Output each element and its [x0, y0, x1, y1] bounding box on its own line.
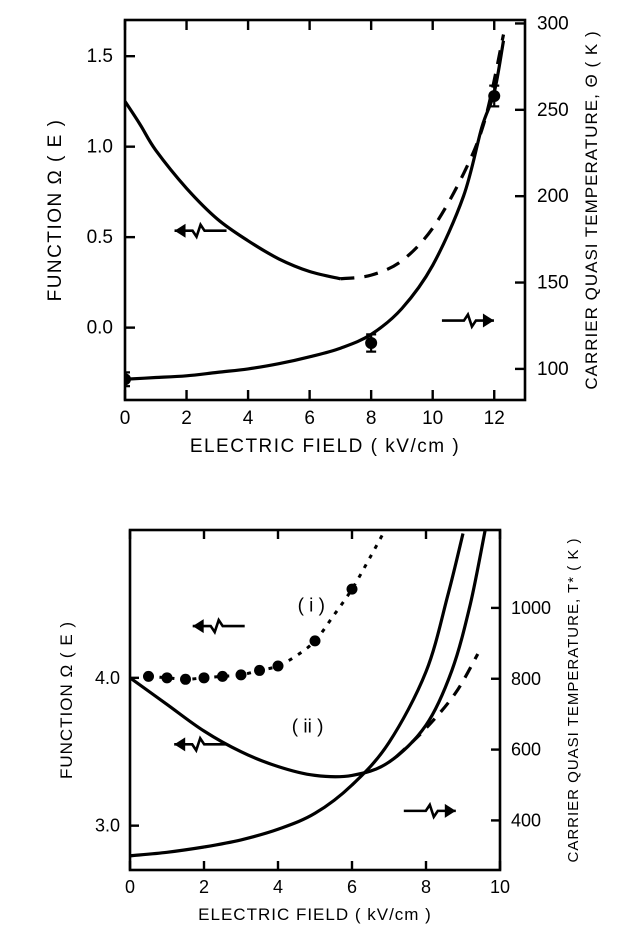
yl-tick: 4.0: [95, 668, 120, 688]
x-tick: 2: [181, 408, 192, 429]
curve-i-marker: [162, 672, 173, 683]
yl-tick: 3.0: [95, 816, 120, 836]
yr-tick: 600: [511, 740, 541, 760]
x-tick: 6: [304, 408, 315, 429]
x-tick: 0: [120, 408, 131, 429]
yr-tick: 250: [537, 100, 569, 121]
label-ii: ( ii ): [292, 717, 324, 738]
yr-tick: 400: [511, 810, 541, 830]
yr-tick: 100: [537, 359, 569, 380]
curve-i-marker: [180, 674, 191, 685]
yr-tick: 800: [511, 669, 541, 689]
x-tick: 6: [347, 877, 357, 897]
temperature-curve: [125, 41, 504, 380]
yr-tick: 150: [537, 273, 569, 294]
data-point: [119, 373, 131, 385]
x-tick: 12: [484, 408, 505, 429]
curve-i-marker: [273, 661, 284, 672]
x-tick: 4: [243, 408, 254, 429]
curve-i-marker: [143, 671, 154, 682]
x-tick: 8: [421, 877, 431, 897]
x-axis-label: ELECTRIC FIELD ( kV/cm ): [198, 905, 432, 924]
yr-tick: 200: [537, 186, 569, 207]
x-tick: 4: [273, 877, 283, 897]
curve-i-marker: [236, 669, 247, 680]
curve-i-marker: [310, 635, 321, 646]
curve-i-marker: [199, 672, 210, 683]
x-tick: 0: [125, 877, 135, 897]
x-tick: 10: [490, 877, 510, 897]
yl-tick: 0.0: [87, 318, 113, 339]
x-axis-label: ELECTRIC FIELD ( kV/cm ): [190, 436, 460, 457]
y-right-label: CARRIER QUASI TEMPERATURE, Θ ( K ): [582, 30, 601, 389]
yr-tick: 1000: [511, 598, 551, 618]
y-left-label: FUNCTION Ω ( E ): [57, 621, 76, 779]
yl-tick: 1.0: [87, 137, 113, 158]
x-tick: 10: [422, 408, 443, 429]
curve-i-marker: [347, 584, 358, 595]
data-point: [488, 90, 500, 102]
x-tick: 8: [366, 408, 377, 429]
yl-tick: 0.5: [87, 227, 113, 248]
curve-i-marker: [217, 671, 228, 682]
x-tick: 2: [199, 877, 209, 897]
yr-tick: 300: [537, 13, 569, 34]
omega-curve-solid: [125, 101, 340, 278]
label-i: ( i ): [298, 595, 325, 616]
y-right-label: CARRIER QUASI TEMPERATURE, T* ( K ): [565, 537, 582, 862]
yl-tick: 1.5: [87, 46, 113, 67]
omega-curve-dashed: [340, 35, 503, 279]
y-left-label: FUNCTION Ω ( E ): [45, 119, 66, 302]
data-point: [365, 337, 377, 349]
curve-i-marker: [254, 665, 265, 676]
temperature-curve: [130, 534, 463, 856]
curve-i-marker: [384, 517, 395, 528]
curve-i: [149, 523, 390, 680]
